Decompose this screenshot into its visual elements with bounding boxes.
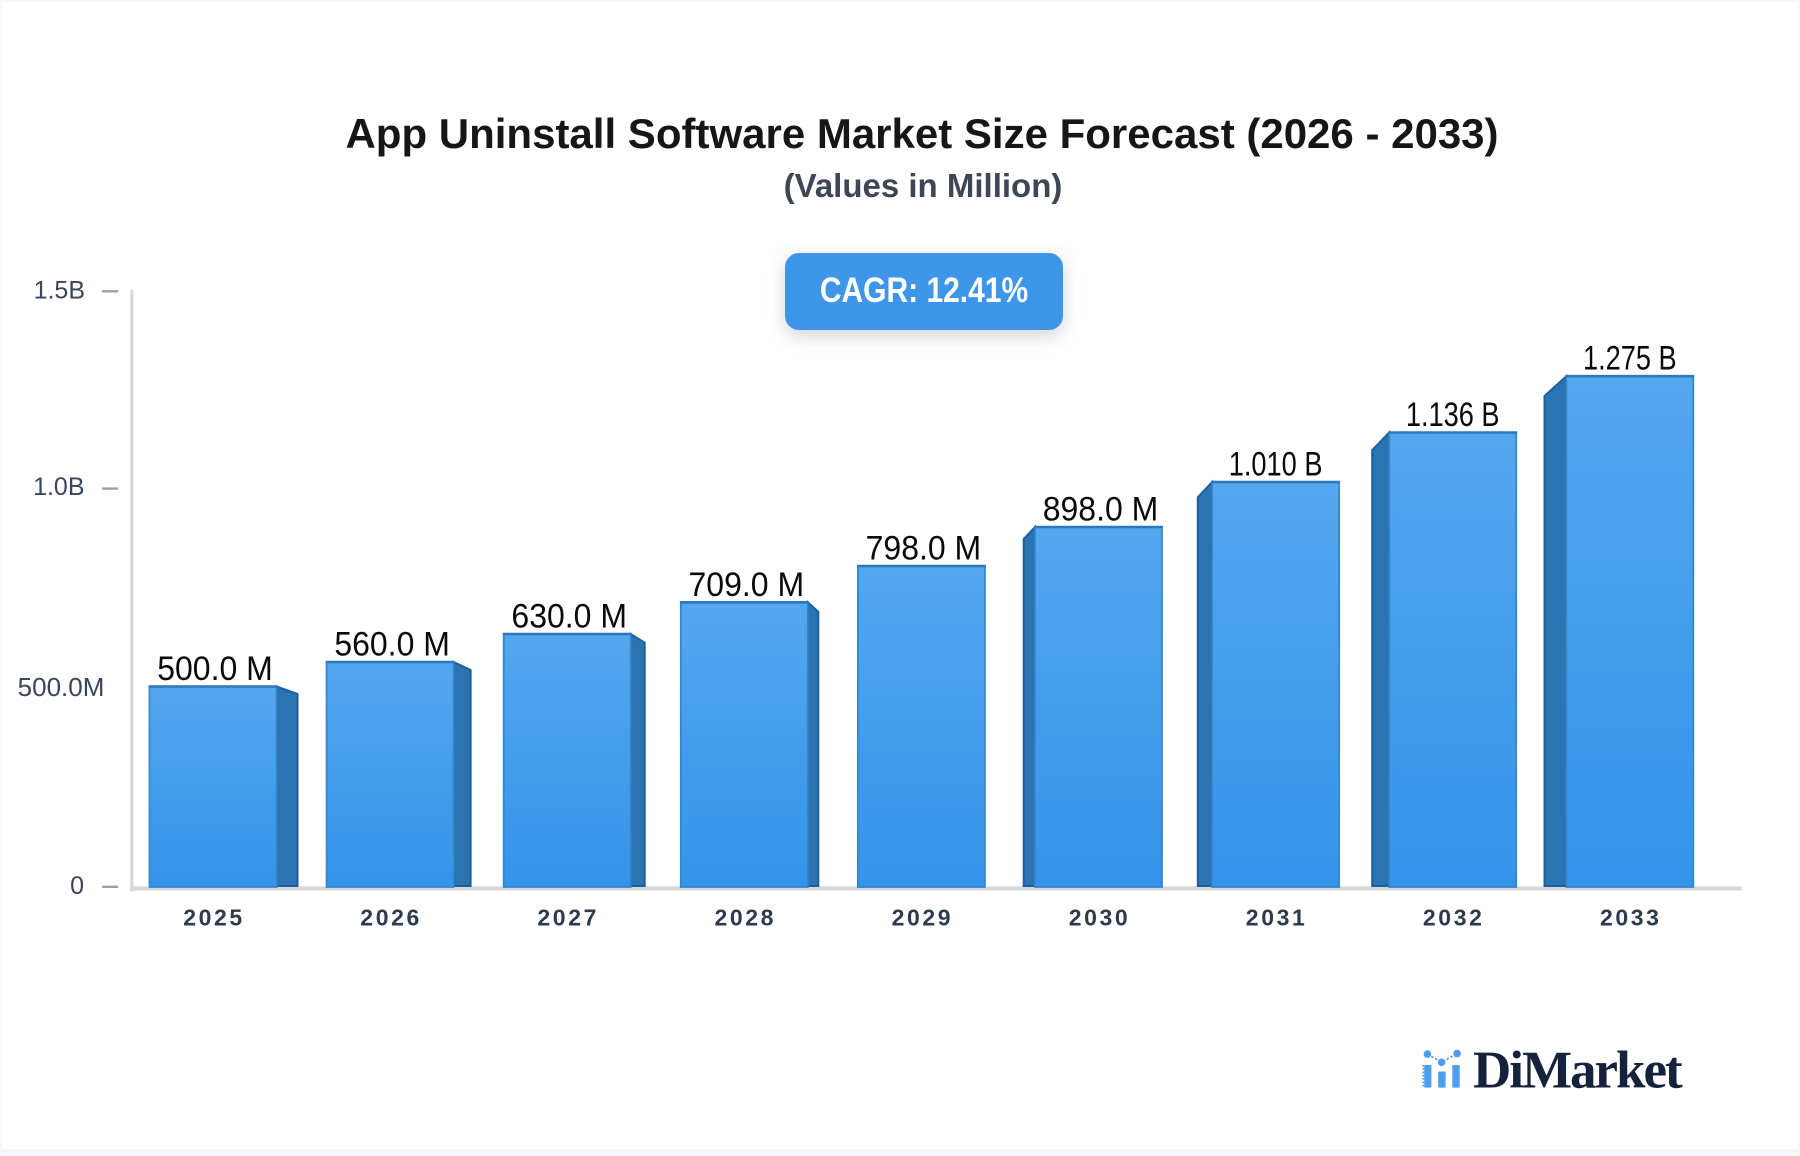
svg-text:2026: 2026 xyxy=(360,904,422,930)
svg-text:560.0 M: 560.0 M xyxy=(334,626,450,664)
svg-text:2033: 2033 xyxy=(1600,904,1662,930)
svg-text:2030: 2030 xyxy=(1069,904,1131,930)
svg-text:500.0 M: 500.0 M xyxy=(157,650,273,688)
svg-text:1.010 B: 1.010 B xyxy=(1229,444,1323,483)
svg-text:App Uninstall Software Market: App Uninstall Software Market Size Forec… xyxy=(345,110,1498,157)
svg-text:2025: 2025 xyxy=(183,904,245,930)
svg-text:1.5B: 1.5B xyxy=(34,276,85,304)
svg-text:898.0 M: 898.0 M xyxy=(1043,491,1159,529)
svg-text:2029: 2029 xyxy=(892,904,954,930)
svg-text:709.0 M: 709.0 M xyxy=(689,566,805,604)
svg-text:2032: 2032 xyxy=(1423,904,1485,930)
svg-text:2028: 2028 xyxy=(715,904,777,930)
svg-text:DiMarket: DiMarket xyxy=(1473,1042,1683,1100)
svg-text:500.0M: 500.0M xyxy=(18,672,105,702)
svg-text:2027: 2027 xyxy=(537,904,599,930)
svg-text:CAGR: 12.41%: CAGR: 12.41% xyxy=(820,270,1028,310)
svg-text:1.136 B: 1.136 B xyxy=(1406,395,1500,434)
svg-text:630.0 M: 630.0 M xyxy=(511,598,627,636)
svg-text:0: 0 xyxy=(70,872,84,900)
svg-text:1.0B: 1.0B xyxy=(33,473,84,501)
svg-text:(Values in Million): (Values in Million) xyxy=(784,167,1063,204)
svg-text:1.275 B: 1.275 B xyxy=(1583,339,1677,378)
svg-text:798.0 M: 798.0 M xyxy=(866,530,982,568)
svg-text:2031: 2031 xyxy=(1246,904,1308,930)
